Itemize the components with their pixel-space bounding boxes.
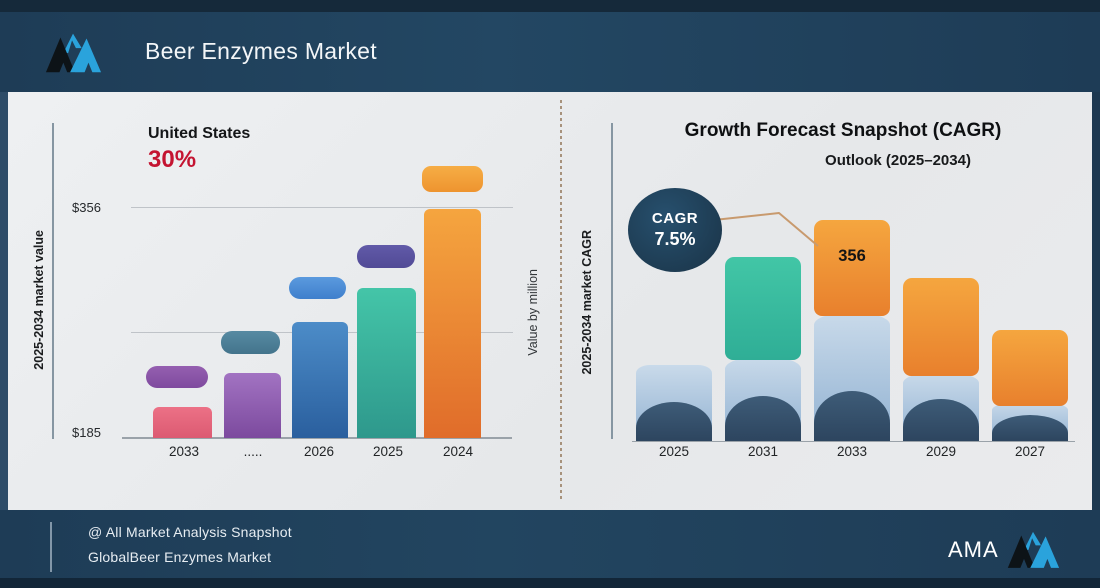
left-cap-2026 (289, 277, 346, 299)
cagr-badge-value: 7.5% (654, 229, 696, 249)
left-bar-2025 (357, 288, 416, 438)
cagr-badge-label: CAGR (651, 210, 699, 227)
right-x-label-2033: 2033 (836, 444, 868, 459)
right-y-axis-line (611, 123, 613, 439)
right-x-label-2025: 2025 (658, 444, 690, 459)
right-chart-title: Growth Forecast Snapshot (CAGR) (684, 120, 1002, 141)
cagr-badge: CAGR 7.5% (628, 188, 722, 272)
left-cap-2025 (357, 245, 415, 268)
left-tick-185: $185 (72, 425, 101, 440)
right-baseline (632, 441, 1075, 442)
left-cap-dots (221, 331, 280, 354)
footer-snapshot-text: @ All Market Analysis Snapshot (88, 524, 292, 540)
left-x-label-2026: 2026 (303, 444, 335, 459)
left-bar-dots (224, 373, 281, 438)
ama-mountain-logo-icon (45, 33, 102, 73)
right-bar-2031-base (725, 396, 801, 441)
right-x-label-2031: 2031 (747, 444, 779, 459)
right-x-label-2027: 2027 (1014, 444, 1046, 459)
right-bar-2025-base (636, 402, 712, 441)
footer-bar: @ All Market Analysis Snapshot GlobalBee… (0, 510, 1100, 578)
right-bar-2027-base (992, 415, 1068, 441)
panel-divider-dashed-line (560, 100, 562, 502)
top-accent-strip (0, 0, 1100, 12)
left-x-label-dots: ..... (243, 444, 263, 459)
left-bar-2033 (153, 407, 212, 438)
value-callout-356: 356 (838, 247, 866, 265)
page-title: Beer Enzymes Market (145, 38, 377, 64)
left-gridline-356 (131, 207, 513, 208)
left-chart-growth-value: 30% (148, 146, 197, 173)
left-bar-2024 (424, 209, 481, 438)
header-bar: Beer Enzymes Market (0, 12, 1100, 92)
left-cap-2033 (146, 366, 208, 388)
charts-panel: 2025-2034 market value United States 30%… (8, 92, 1092, 510)
right-bar-2033-top (814, 220, 890, 316)
right-bar-2033-base (814, 391, 890, 441)
right-bar-2031-top (725, 257, 801, 360)
footer-divider-line (50, 522, 52, 572)
right-chart-subtitle: Outlook (2025–2034) (825, 152, 971, 169)
left-secondary-axis-label: Value by million (526, 269, 540, 356)
footer-brand-text: AMA (948, 537, 999, 562)
left-tick-356: $356 (72, 200, 101, 215)
left-y-axis-label: 2025-2034 market value (32, 229, 46, 370)
left-baseline (122, 437, 512, 439)
left-x-label-2025: 2025 (372, 444, 404, 459)
footer-market-text: GlobalBeer Enzymes Market (88, 549, 272, 565)
right-bar-2027-top (992, 330, 1068, 406)
left-x-label-2033: 2033 (168, 444, 200, 459)
right-bar-2029-top (903, 278, 979, 376)
footer-ama-mountain-logo-icon (1007, 531, 1060, 568)
right-x-label-2029: 2029 (925, 444, 957, 459)
right-y-axis-label: 2025-2034 market CAGR (580, 230, 594, 375)
bottom-accent-strip (0, 578, 1100, 588)
left-chart-region-label: United States (148, 125, 251, 142)
right-bar-2029-base (903, 399, 979, 441)
left-y-axis-line (52, 123, 54, 439)
left-bar-2026 (292, 322, 348, 438)
left-cap-2024 (422, 166, 483, 192)
left-x-label-2024: 2024 (442, 444, 474, 459)
